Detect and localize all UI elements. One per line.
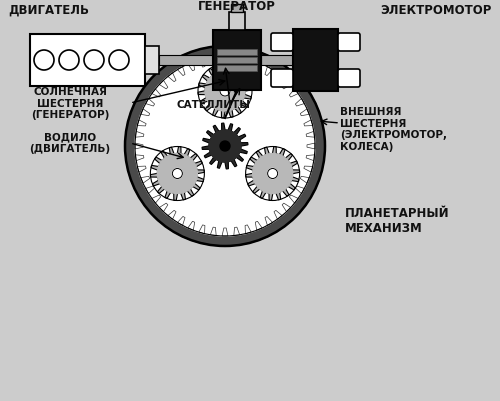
FancyBboxPatch shape [338,70,360,88]
Polygon shape [199,59,205,68]
FancyBboxPatch shape [271,34,293,52]
Polygon shape [265,217,272,226]
Circle shape [220,142,230,152]
Polygon shape [265,67,272,77]
Polygon shape [160,204,168,212]
Polygon shape [202,124,248,170]
Polygon shape [146,99,154,107]
Polygon shape [210,57,216,66]
Polygon shape [136,132,144,138]
Polygon shape [296,99,304,107]
Circle shape [158,154,198,194]
Polygon shape [178,217,185,226]
Text: САТЕЛЛИТЫ: САТЕЛЛИТЫ [176,100,250,110]
Polygon shape [138,121,146,127]
Polygon shape [210,228,216,236]
FancyBboxPatch shape [231,5,243,13]
Polygon shape [141,177,150,184]
FancyBboxPatch shape [159,56,213,66]
Circle shape [209,131,241,162]
Polygon shape [160,81,168,90]
Polygon shape [150,147,204,201]
Polygon shape [246,147,300,201]
Polygon shape [274,74,282,83]
Circle shape [252,154,292,194]
Polygon shape [168,74,176,83]
Polygon shape [304,167,312,173]
Polygon shape [152,196,160,204]
Polygon shape [296,186,304,194]
Polygon shape [300,109,309,116]
Polygon shape [306,132,314,138]
FancyBboxPatch shape [30,35,145,87]
Polygon shape [256,63,262,71]
Polygon shape [290,196,298,204]
Polygon shape [178,67,185,77]
Polygon shape [199,225,205,234]
FancyBboxPatch shape [213,31,261,91]
Text: ВНЕШНЯЯ
ШЕСТЕРНЯ
(ЭЛЕКТРОМОТОР,
КОЛЕСА): ВНЕШНЯЯ ШЕСТЕРНЯ (ЭЛЕКТРОМОТОР, КОЛЕСА) [340,107,447,152]
FancyBboxPatch shape [229,13,245,31]
FancyBboxPatch shape [217,58,257,64]
Polygon shape [245,59,251,68]
FancyBboxPatch shape [217,66,257,72]
Polygon shape [135,144,143,150]
Polygon shape [188,63,194,71]
Circle shape [84,51,104,71]
Circle shape [135,57,315,237]
Text: ВОДИЛО
(ДВИГАТЕЛЬ): ВОДИЛО (ДВИГАТЕЛЬ) [30,132,110,153]
Text: ГЕНЕРАТОР: ГЕНЕРАТОР [198,0,276,13]
Polygon shape [290,90,298,98]
Polygon shape [168,211,176,220]
Polygon shape [222,57,228,65]
Polygon shape [234,228,239,236]
FancyBboxPatch shape [217,50,257,56]
Polygon shape [304,121,312,127]
Polygon shape [282,204,290,212]
Polygon shape [307,144,315,150]
Circle shape [172,169,182,179]
FancyBboxPatch shape [261,56,293,66]
FancyBboxPatch shape [271,70,293,88]
Circle shape [109,51,129,71]
Circle shape [125,47,325,246]
Circle shape [268,169,278,179]
FancyBboxPatch shape [293,30,338,92]
Polygon shape [256,222,262,231]
Polygon shape [188,222,194,231]
FancyBboxPatch shape [145,47,159,75]
Polygon shape [136,156,144,161]
Polygon shape [146,186,154,194]
FancyBboxPatch shape [338,34,360,52]
Text: ЭЛЕКТРОМОТОР: ЭЛЕКТРОМОТОР [380,4,492,17]
Circle shape [59,51,79,71]
Polygon shape [245,225,251,234]
Polygon shape [306,156,314,161]
Circle shape [220,87,230,97]
Polygon shape [152,90,160,98]
Circle shape [205,72,245,112]
Polygon shape [198,65,252,119]
Polygon shape [282,81,290,90]
Polygon shape [141,109,150,116]
Polygon shape [222,229,228,236]
Text: ПЛАНЕТАРНЫЙ
МЕХАНИЗМ: ПЛАНЕТАРНЫЙ МЕХАНИЗМ [345,207,450,235]
Text: СОЛНЕЧНАЯ
ШЕСТЕРНЯ
(ГЕНЕРАТОР): СОЛНЕЧНАЯ ШЕСТЕРНЯ (ГЕНЕРАТОР) [31,87,109,120]
Text: ДВИГАТЕЛЬ: ДВИГАТЕЛЬ [8,4,89,17]
Circle shape [34,51,54,71]
Polygon shape [138,167,146,173]
Polygon shape [234,57,239,66]
Polygon shape [300,177,309,184]
Polygon shape [274,211,282,220]
